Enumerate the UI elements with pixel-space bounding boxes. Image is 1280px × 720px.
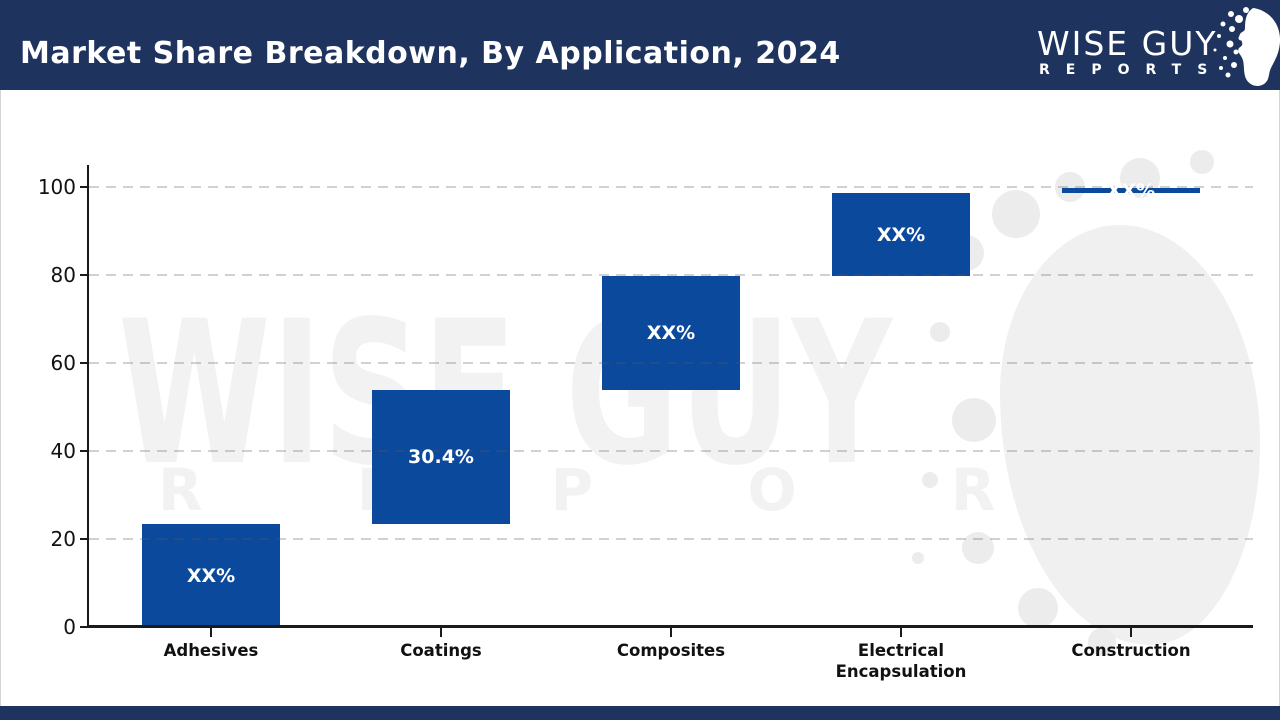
chart-title: Market Share Breakdown, By Application, … — [20, 36, 841, 71]
gridline-40 — [89, 450, 1253, 452]
x-tick-mark — [900, 628, 902, 637]
y-tick-label: 100 — [37, 175, 76, 199]
wise-guy-reports-logo: WISE GUY REPORTS — [1037, 0, 1280, 90]
y-tick-mark — [80, 274, 88, 276]
y-tick-mark — [80, 450, 88, 452]
bar-coatings — [372, 390, 510, 525]
y-tick-label: 40 — [50, 439, 76, 463]
y-tick-label: 0 — [63, 615, 76, 639]
bar-composites — [602, 276, 740, 391]
x-tick-mark — [670, 628, 672, 637]
bar-electrical-encapsulation — [832, 193, 970, 277]
bar-value-label: XX% — [876, 223, 926, 246]
bar-value-label: XX% — [646, 322, 696, 345]
x-tick-mark — [210, 628, 212, 637]
gridline-80 — [89, 274, 1253, 276]
x-category-label: Adhesives — [163, 641, 259, 660]
x-category-label: Construction — [1071, 641, 1191, 660]
x-tick-mark — [440, 628, 442, 637]
x-category-label: Composites — [616, 641, 726, 660]
y-axis-line — [87, 165, 89, 627]
logo-head-icon — [1213, 7, 1280, 86]
x-tick-mark — [1130, 628, 1132, 637]
x-category-label: Coatings — [400, 641, 482, 660]
y-tick-mark — [80, 362, 88, 364]
bar-value-label: 30.4% — [408, 446, 474, 469]
y-tick-mark — [80, 186, 88, 188]
bar-adhesives — [142, 524, 280, 627]
logo-wordmark: WISE GUY — [1037, 24, 1218, 63]
gridline-60 — [89, 362, 1253, 364]
x-axis-line — [87, 625, 1253, 628]
gridline-20 — [89, 538, 1253, 540]
bar-value-label: XX% — [186, 564, 236, 587]
y-tick-label: 80 — [50, 263, 76, 287]
y-tick-label: 20 — [50, 527, 76, 551]
footer-bar — [0, 706, 1280, 720]
bar-value-label: XX% — [1106, 179, 1156, 202]
y-tick-mark — [80, 538, 88, 540]
y-tick-mark — [80, 626, 88, 628]
logo-reports-text: REPORTS — [1039, 62, 1224, 78]
y-tick-label: 60 — [50, 351, 76, 375]
header-bar: Market Share Breakdown, By Application, … — [0, 0, 1280, 90]
x-category-label: Electrical Encapsulation — [835, 641, 967, 682]
gridline-100 — [89, 186, 1253, 188]
